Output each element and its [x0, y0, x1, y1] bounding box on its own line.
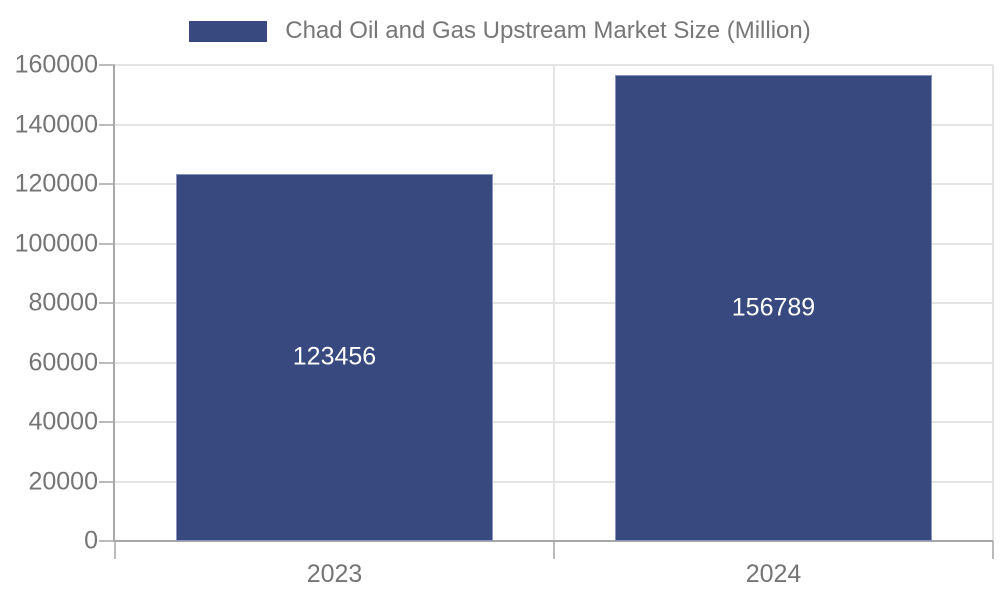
y-axis-tick: [99, 123, 115, 126]
x-axis-label: 2024: [745, 560, 802, 588]
legend-swatch: [189, 20, 268, 42]
x-gridline: [992, 65, 994, 541]
legend[interactable]: Chad Oil and Gas Upstream Market Size (M…: [0, 17, 1000, 45]
x-gridline: [553, 65, 555, 541]
x-axis-line: [113, 540, 993, 542]
y-axis-tick: [99, 183, 115, 185]
y-axis-tick: [99, 302, 115, 304]
y-axis-tick: [99, 242, 115, 245]
x-axis-tick: [553, 541, 555, 559]
x-axis-label: 2023: [306, 560, 363, 588]
bar-value-label: 156789: [731, 293, 816, 322]
y-axis-label: 0: [84, 526, 98, 555]
y-axis-tick: [99, 421, 115, 423]
y-axis-label: 120000: [14, 169, 98, 198]
y-axis-label: 40000: [28, 407, 98, 436]
bar-value-label: 123456: [292, 342, 377, 371]
y-axis-label: 20000: [28, 467, 98, 495]
y-axis-tick: [99, 64, 115, 66]
y-axis-line: [113, 65, 115, 542]
plot-area: 0 20000 40000 60000 80000 100000 120000 140000 1…: [15, 52, 994, 587]
y-axis-label: 100000: [14, 229, 98, 257]
y-axis-label: 60000: [28, 348, 98, 376]
y-axis-tick: [99, 361, 115, 364]
bar-2024: [615, 74, 932, 541]
y-axis-label: 80000: [28, 288, 98, 317]
y-axis-label: 140000: [14, 110, 98, 138]
y-axis-tick: [99, 480, 115, 483]
y-axis-tick: [99, 540, 115, 542]
x-axis-tick: [114, 541, 116, 559]
y-axis-label: 160000: [14, 50, 98, 79]
legend-label: Chad Oil and Gas Upstream Market Size (M…: [285, 17, 811, 44]
bar-2023: [176, 173, 493, 541]
x-axis-tick: [992, 541, 994, 559]
